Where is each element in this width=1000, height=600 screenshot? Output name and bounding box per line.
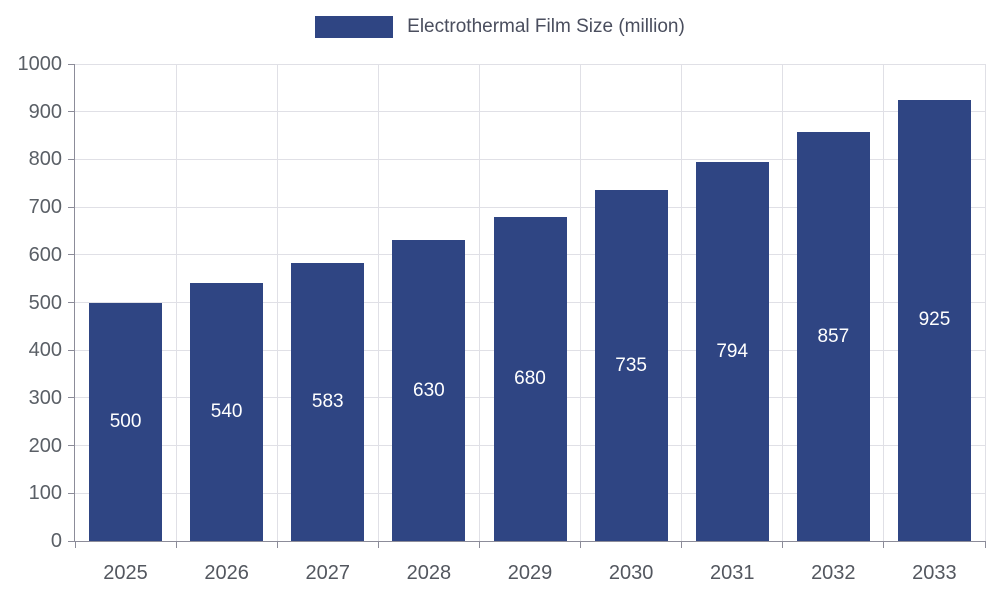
- bar-value-label: 583: [311, 390, 344, 412]
- x-axis-tick-label: 2029: [507, 562, 553, 584]
- x-axis-tick-label: 2032: [811, 562, 856, 584]
- bar: [594, 190, 668, 541]
- bar: [796, 132, 870, 541]
- bar: [695, 162, 769, 541]
- x-axis-tick-label: 2028: [406, 562, 452, 584]
- y-axis-tick-label: 900: [28, 100, 62, 123]
- legend-label: Electrothermal Film Size (million): [407, 16, 685, 37]
- x-axis-tick: [276, 541, 278, 548]
- x-axis-tick: [580, 541, 582, 548]
- bar: [493, 216, 567, 541]
- bar-value-label: 925: [918, 309, 951, 331]
- gridline-vertical: [782, 64, 784, 541]
- x-axis-tick: [478, 541, 480, 548]
- bar-value-label: 540: [210, 401, 243, 423]
- bar-value-label: 500: [109, 410, 142, 432]
- x-axis-line: [74, 541, 985, 542]
- gridline-horizontal: [75, 158, 985, 160]
- x-axis-tick: [377, 541, 379, 548]
- y-axis-tick: [68, 111, 75, 113]
- y-axis-tick: [68, 445, 75, 447]
- y-axis-tick-label: 100: [28, 482, 62, 505]
- bar-value-label: 630: [413, 379, 445, 401]
- y-axis-tick-label: 200: [28, 434, 62, 457]
- y-axis-tick-label: 600: [28, 243, 62, 266]
- x-axis-tick-label: 2031: [709, 562, 755, 584]
- gridline-vertical: [681, 64, 683, 541]
- y-axis-tick-label: 700: [28, 196, 62, 219]
- x-axis-tick: [984, 541, 986, 548]
- x-axis-tick-label: 2033: [912, 562, 957, 584]
- gridline-vertical: [883, 64, 885, 541]
- x-axis-tick: [175, 541, 177, 548]
- gridline-vertical: [580, 64, 582, 541]
- y-axis-tick-label: 400: [28, 339, 62, 362]
- x-axis-tick: [782, 541, 784, 548]
- bar: [392, 240, 466, 541]
- gridline-vertical: [478, 64, 480, 541]
- bar-value-label: 794: [716, 340, 749, 362]
- legend[interactable]: Electrothermal Film Size (million): [0, 16, 1000, 38]
- bar-value-label: 735: [615, 354, 647, 376]
- gridline-horizontal: [75, 206, 985, 208]
- bar-value-label: 857: [817, 325, 850, 347]
- bar-value-label: 680: [514, 367, 546, 389]
- y-axis-tick: [68, 540, 75, 542]
- bar: [291, 262, 365, 541]
- bar: [897, 99, 971, 541]
- y-axis-tick-label: 300: [28, 386, 62, 409]
- x-axis-tick-label: 2030: [608, 562, 654, 584]
- gridline-horizontal: [75, 63, 985, 65]
- y-axis-line: [74, 64, 75, 542]
- gridline-vertical: [984, 64, 986, 541]
- y-axis-tick-label: 0: [50, 530, 62, 552]
- x-axis-tick: [74, 541, 76, 548]
- y-axis-tick: [68, 254, 75, 256]
- y-axis-tick: [68, 63, 75, 65]
- y-axis-tick: [68, 302, 75, 303]
- y-axis-tick-label: 1000: [17, 53, 63, 75]
- y-axis-tick: [68, 158, 75, 160]
- y-axis-tick: [68, 206, 75, 208]
- bar: [190, 283, 264, 541]
- y-axis-tick: [68, 397, 75, 399]
- gridline-vertical: [377, 64, 379, 541]
- bar: [89, 302, 163, 541]
- gridline-horizontal: [75, 111, 985, 113]
- gridline-vertical: [276, 64, 278, 541]
- y-axis-tick: [68, 349, 75, 351]
- gridline-vertical: [175, 64, 177, 541]
- y-axis-tick-label: 800: [28, 148, 62, 171]
- x-axis-tick-label: 2025: [103, 562, 148, 584]
- y-axis-tick: [68, 492, 75, 494]
- legend-swatch-icon: [315, 16, 394, 38]
- x-axis-tick: [883, 541, 885, 548]
- x-axis-tick-label: 2026: [204, 562, 249, 584]
- y-axis-tick-label: 500: [28, 291, 62, 314]
- x-axis-tick: [681, 541, 683, 548]
- x-axis-tick-label: 2027: [305, 562, 351, 584]
